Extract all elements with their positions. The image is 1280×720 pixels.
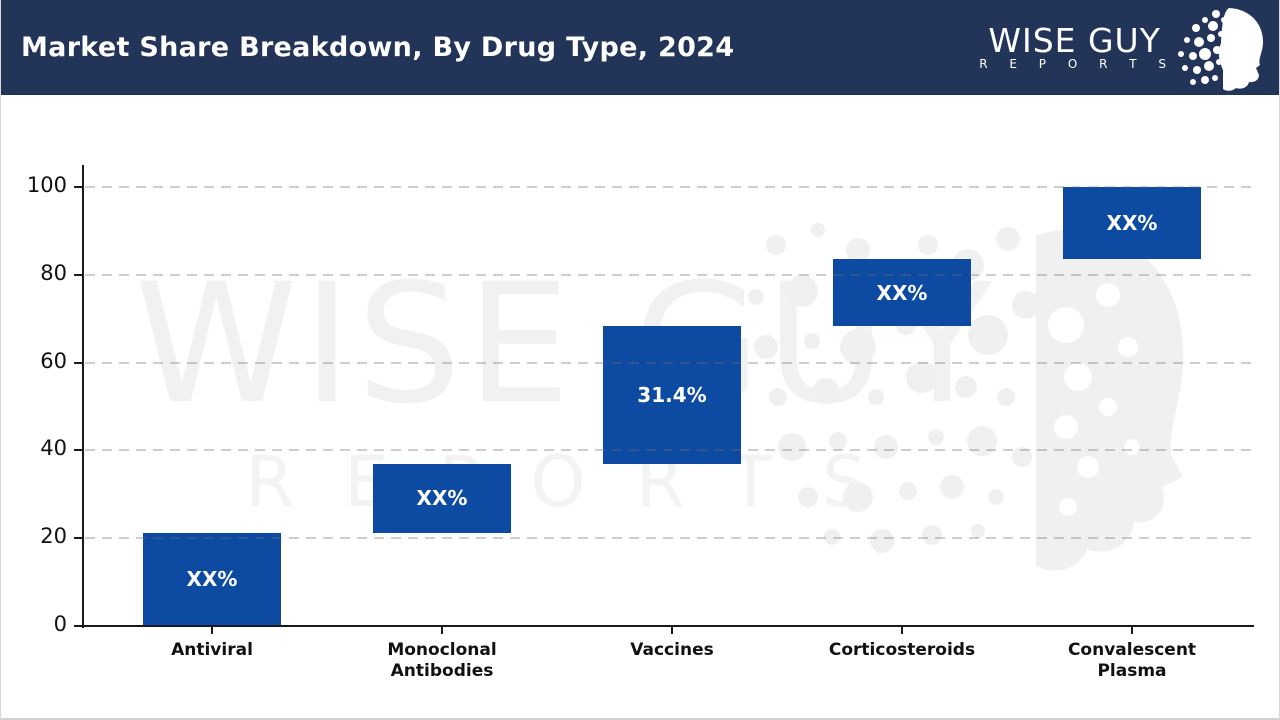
- logo-head-icon: [1178, 7, 1264, 91]
- y-tick: [74, 186, 82, 188]
- y-gridline: [85, 186, 1254, 188]
- x-axis-label-convalescent-plasma: Convalescent Plasma: [1067, 640, 1197, 681]
- brand-logo: WISE GUY R E P O R T S: [974, 4, 1269, 92]
- y-tick: [74, 361, 82, 364]
- x-tick: [211, 626, 213, 634]
- x-tick: [1131, 626, 1133, 634]
- logo-wordmark: WISE GUY R E P O R T S: [974, 20, 1175, 72]
- x-tick: [441, 626, 443, 634]
- y-tick: [74, 449, 82, 452]
- bar-value-label-corticosteroids: XX%: [876, 280, 928, 305]
- bar-value-label-antiviral: XX%: [186, 567, 238, 592]
- y-tick-label: 40: [40, 436, 67, 461]
- x-tick: [901, 626, 903, 634]
- y-tick-label: 80: [40, 260, 67, 285]
- y-tick: [74, 273, 82, 276]
- header: Market Share Breakdown, By Drug Type, 20…: [1, 0, 1279, 95]
- bar-value-label-monoclonal-antibodies: XX%: [416, 486, 468, 511]
- chart-title: Market Share Breakdown, By Drug Type, 20…: [21, 32, 735, 63]
- y-tick-label: 20: [40, 524, 67, 549]
- y-tick: [74, 625, 82, 627]
- logo-wordmark-line1: WISE GUY: [988, 20, 1161, 60]
- bar-value-label-convalescent-plasma: XX%: [1106, 210, 1158, 235]
- x-tick: [671, 626, 673, 634]
- x-axis-label-monoclonal-antibodies: Monoclonal Antibodies: [387, 640, 497, 681]
- y-tick-label: 100: [26, 173, 67, 197]
- y-axis-line: [82, 165, 84, 628]
- x-axis-label-antiviral: Antiviral: [171, 640, 253, 660]
- y-tick: [74, 537, 82, 540]
- x-axis-line: [82, 625, 1254, 627]
- y-gridline: [85, 273, 1254, 276]
- y-tick-label: 0: [53, 612, 67, 636]
- bar-monoclonal-antibodies: [373, 464, 511, 533]
- x-axis-label-vaccines: Vaccines: [630, 640, 714, 660]
- logo-wordmark-line2: R E P O R T S: [979, 57, 1175, 72]
- bar-antiviral: [143, 532, 281, 626]
- y-gridline: [85, 361, 1254, 364]
- y-gridline: [85, 449, 1254, 452]
- bar-vaccines: [603, 326, 741, 464]
- x-axis-label-corticosteroids: Corticosteroids: [828, 640, 976, 660]
- y-gridline: [85, 537, 1254, 540]
- y-tick-label: 60: [40, 348, 67, 373]
- bar-value-label-vaccines: 31.4%: [637, 383, 707, 408]
